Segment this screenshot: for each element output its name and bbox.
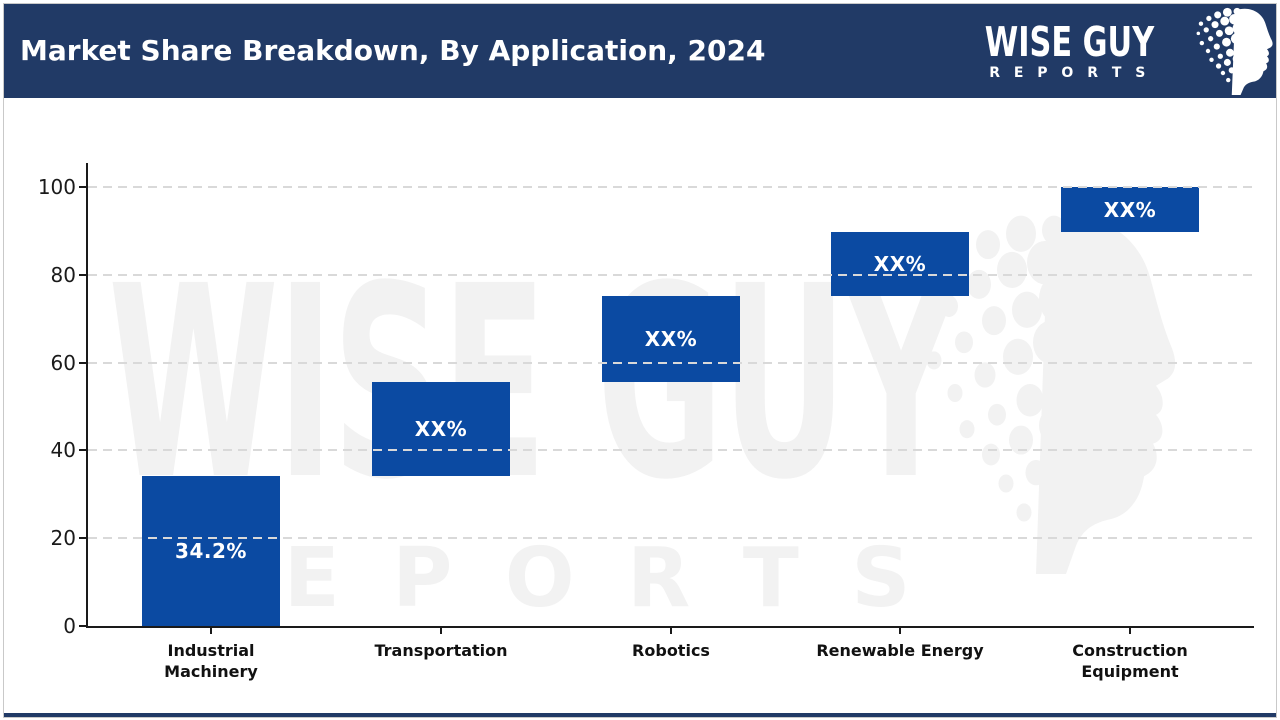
logo-wordmark: WISE GUY: [984, 17, 1155, 66]
page-title: Market Share Breakdown, By Application, …: [20, 34, 766, 67]
x-axis-label-construction-equipment: Construction Equipment: [1072, 641, 1188, 682]
y-axis-line: [86, 163, 88, 628]
y-tick-mark: [79, 537, 87, 540]
y-tick-label-0: 0: [63, 614, 76, 638]
x-axis-label-robotics: Robotics: [632, 641, 710, 660]
gridline-y100: [88, 186, 1253, 188]
y-tick-mark: [79, 625, 87, 627]
bar-value-label-construction-equipment: XX%: [1103, 197, 1157, 222]
gridline-y80: [88, 273, 1253, 276]
y-tick-mark: [79, 361, 87, 364]
x-axis-label-industrial-machinery: Industrial Machinery: [164, 641, 258, 682]
wiseguy-logo: WISE GUY R E P O R T S: [955, 4, 1274, 98]
x-axis-line: [86, 626, 1254, 628]
x-tick-mark: [899, 628, 901, 634]
bar-renewable-energy: XX%: [831, 232, 969, 296]
y-tick-mark: [79, 186, 87, 188]
y-tick-mark: [79, 273, 87, 276]
bar-industrial-machinery: 34.2%: [142, 475, 280, 626]
y-tick-label-60: 60: [50, 350, 76, 375]
gridline-y40: [88, 449, 1253, 452]
bar-value-label-transportation: XX%: [414, 417, 468, 442]
y-tick-mark: [79, 449, 87, 452]
bar-transportation: XX%: [372, 382, 510, 476]
page-border: [3, 3, 1277, 718]
bar-value-label-robotics: XX%: [644, 327, 698, 352]
bar-robotics: XX%: [602, 295, 740, 383]
x-axis-label-renewable-energy: Renewable Energy: [816, 641, 984, 660]
footer-bar: [4, 713, 1276, 717]
bar-construction-equipment: XX%: [1061, 187, 1199, 233]
bar-value-label-renewable-energy: XX%: [873, 252, 927, 277]
y-tick-label-20: 20: [50, 526, 76, 551]
watermark-subtext: R E P O R T S: [168, 531, 923, 626]
y-tick-label-40: 40: [50, 438, 76, 463]
logo-text: WISE GUY R E P O R T S: [955, 17, 1184, 82]
bar-value-label-industrial-machinery: 34.2%: [175, 538, 247, 563]
x-tick-mark: [670, 628, 672, 634]
gridline-y20: [88, 537, 1253, 540]
x-tick-mark: [440, 628, 442, 634]
y-tick-label-100: 100: [37, 175, 76, 199]
x-axis-label-transportation: Transportation: [374, 641, 508, 660]
gridline-y60: [88, 361, 1253, 364]
x-tick-mark: [1129, 628, 1131, 634]
y-tick-label-80: 80: [50, 262, 76, 287]
watermark-wordmark: WISE GUY: [108, 230, 957, 538]
x-tick-mark: [210, 628, 212, 634]
logo-face-icon: [1196, 7, 1273, 96]
header-bar: Market Share Breakdown, By Application, …: [4, 4, 1276, 98]
logo-subtext: R E P O R T S: [989, 65, 1150, 82]
